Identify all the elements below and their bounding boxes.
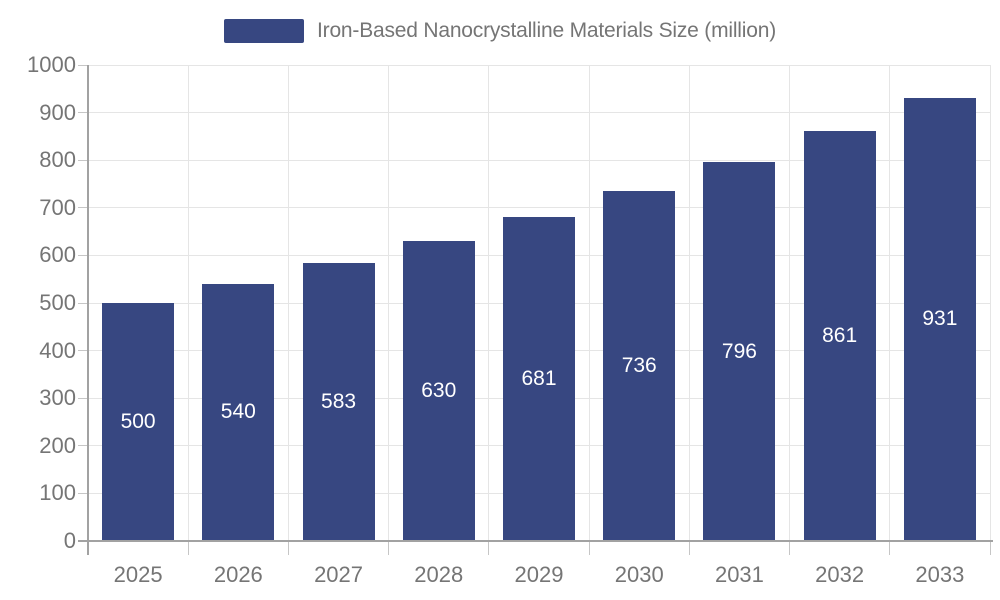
x-gridline xyxy=(187,65,189,541)
y-axis-tick xyxy=(78,159,88,161)
y-gridline xyxy=(88,207,990,209)
bar-2025 xyxy=(102,303,175,541)
x-axis-label: 2030 xyxy=(614,562,664,587)
y-axis-label: 600 xyxy=(39,242,76,268)
x-axis-label: 2033 xyxy=(915,562,965,587)
x-axis-label: 2027 xyxy=(314,562,364,587)
legend-label: Iron-Based Nanocrystalline Materials Siz… xyxy=(317,19,776,42)
bar-value-label: 681 xyxy=(521,366,557,390)
x-axis-tick xyxy=(187,541,189,555)
chart-legend[interactable]: Iron-Based Nanocrystalline Materials Siz… xyxy=(0,12,1000,50)
x-axis-tick xyxy=(889,541,891,555)
bar-value-label: 861 xyxy=(822,324,858,348)
y-axis-tick xyxy=(78,492,88,494)
x-axis-tick xyxy=(287,541,289,555)
y-axis-label: 200 xyxy=(39,432,76,458)
bar-value-label: 796 xyxy=(721,339,757,363)
y-axis-tick xyxy=(78,397,88,399)
x-axis-line xyxy=(78,540,993,542)
y-axis-tick xyxy=(78,64,88,66)
bar-2027 xyxy=(302,263,375,541)
bar-value-label: 540 xyxy=(220,400,256,424)
x-gridline xyxy=(488,65,490,541)
x-axis-label: 2025 xyxy=(113,562,163,587)
y-axis-label: 1000 xyxy=(27,52,76,77)
bar-2032 xyxy=(803,131,876,541)
y-axis-label: 300 xyxy=(39,385,76,411)
x-axis-tick xyxy=(789,541,791,555)
y-axis-tick xyxy=(78,302,88,304)
bar-2026 xyxy=(202,283,275,541)
x-axis-label: 2029 xyxy=(514,562,564,587)
bar-2033 xyxy=(903,97,976,541)
y-axis-tick xyxy=(78,445,88,447)
x-axis-label: 2028 xyxy=(414,562,464,587)
x-axis-tick xyxy=(488,541,490,555)
y-gridline xyxy=(88,64,990,66)
bar-value-label: 583 xyxy=(321,390,357,414)
y-axis-tick xyxy=(78,350,88,352)
bar-2031 xyxy=(703,162,776,541)
x-axis-tick xyxy=(388,541,390,555)
y-axis-line xyxy=(87,65,89,555)
x-axis-label: 2032 xyxy=(815,562,865,587)
y-gridline xyxy=(88,112,990,114)
x-gridline xyxy=(989,65,991,541)
bar-value-label: 630 xyxy=(421,379,457,403)
y-axis-label: 800 xyxy=(39,147,76,173)
bar-2030 xyxy=(603,190,676,541)
bar-value-label: 736 xyxy=(621,353,657,377)
y-axis-label: 900 xyxy=(39,99,76,125)
y-axis-label: 0 xyxy=(63,528,76,553)
x-axis-tick xyxy=(688,541,690,555)
legend-swatch xyxy=(224,19,305,43)
y-axis-tick xyxy=(78,112,88,114)
x-axis-label: 2026 xyxy=(213,562,263,587)
x-axis-tick xyxy=(989,541,991,555)
y-axis-tick xyxy=(78,207,88,209)
y-axis-label: 700 xyxy=(39,194,76,220)
y-axis-label: 400 xyxy=(39,337,76,363)
y-gridline xyxy=(88,159,990,161)
bar-2029 xyxy=(503,216,575,541)
x-gridline xyxy=(388,65,390,541)
y-axis-label: 100 xyxy=(39,480,76,506)
bar-2028 xyxy=(402,241,475,541)
x-gridline xyxy=(889,65,891,541)
bar-value-label: 500 xyxy=(120,410,156,433)
x-gridline xyxy=(287,65,289,541)
bar-value-label: 931 xyxy=(922,307,958,331)
x-gridline xyxy=(789,65,791,541)
y-axis-tick xyxy=(78,254,88,256)
x-gridline xyxy=(688,65,690,541)
x-axis-label: 2031 xyxy=(714,562,764,587)
x-gridline xyxy=(588,65,590,541)
y-axis-label: 500 xyxy=(39,290,76,315)
x-axis-tick xyxy=(588,541,590,555)
